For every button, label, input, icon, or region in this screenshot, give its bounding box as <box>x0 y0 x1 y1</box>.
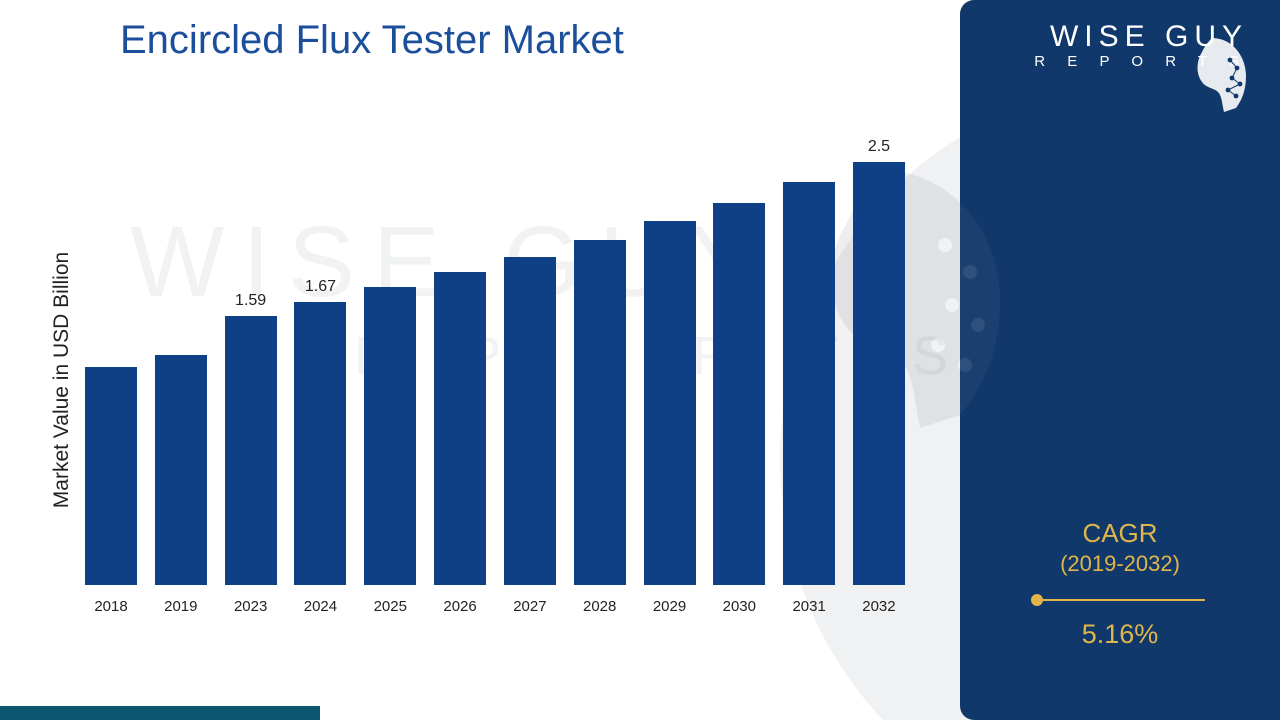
bar-slot <box>85 343 137 585</box>
bar <box>644 221 696 585</box>
x-tick-label: 2026 <box>434 598 486 615</box>
bar <box>85 367 137 585</box>
bar <box>853 162 905 585</box>
cagr-divider <box>1035 599 1205 601</box>
bar-value-label: 1.67 <box>305 278 336 298</box>
bar-slot <box>644 197 696 585</box>
bar <box>713 203 765 585</box>
bar <box>504 257 556 585</box>
x-tick-label: 2030 <box>713 598 765 615</box>
bar-slot <box>155 331 207 585</box>
x-tick-label: 2028 <box>574 598 626 615</box>
bar-slot <box>504 233 556 585</box>
bar-slot <box>364 263 416 585</box>
bar <box>574 240 626 585</box>
bar-slot <box>434 248 486 585</box>
bar-slot <box>574 216 626 585</box>
cagr-range: (2019-2032) <box>1020 551 1220 577</box>
chart-area: 1.591.672.5 2018201920232024202520262027… <box>85 145 905 615</box>
bar <box>294 302 346 585</box>
chart-title: Encircled Flux Tester Market <box>120 18 624 63</box>
y-axis-label: Market Value in USD Billion <box>50 145 74 615</box>
bar <box>225 316 277 585</box>
bar-slot: 1.67 <box>294 278 346 585</box>
bar-slot <box>783 158 835 585</box>
bar <box>364 287 416 585</box>
x-tick-label: 2025 <box>364 598 416 615</box>
bar-value-label: 1.59 <box>235 292 266 312</box>
bar-slot: 2.5 <box>853 138 905 585</box>
x-tick-label: 2018 <box>85 598 137 615</box>
x-tick-label: 2019 <box>155 598 207 615</box>
bar-slot: 1.59 <box>225 292 277 585</box>
logo-head-icon <box>1174 34 1254 118</box>
x-tick-label: 2024 <box>294 598 346 615</box>
x-tick-label: 2027 <box>504 598 556 615</box>
bars-container: 1.591.672.5 <box>85 145 905 585</box>
x-tick-label: 2029 <box>644 598 696 615</box>
bottom-accent-bar <box>0 706 320 720</box>
x-tick-label: 2023 <box>225 598 277 615</box>
bar <box>434 272 486 585</box>
cagr-value: 5.16% <box>1020 619 1220 650</box>
x-axis: 2018 2019 2023 2024 2025 2026 2027 2028 2029 2030… <box>85 598 905 615</box>
y-axis-label-wrapper: Market Value in USD Billion <box>50 0 78 145</box>
cagr-block: CAGR (2019-2032) 5.16% <box>1020 518 1220 650</box>
brand-logo: WISE GUY R E P O R T S <box>1034 20 1248 70</box>
bar <box>783 182 835 585</box>
cagr-title: CAGR <box>1020 518 1220 549</box>
infographic-root: WISE GUY R E P O R T S WISE GUY R E P O … <box>0 0 1280 720</box>
cagr-dot-icon <box>1031 594 1043 606</box>
x-tick-label: 2031 <box>783 598 835 615</box>
bar-value-label: 2.5 <box>868 138 890 158</box>
bar <box>155 355 207 585</box>
bar-slot <box>713 179 765 585</box>
x-tick-label: 2032 <box>853 598 905 615</box>
